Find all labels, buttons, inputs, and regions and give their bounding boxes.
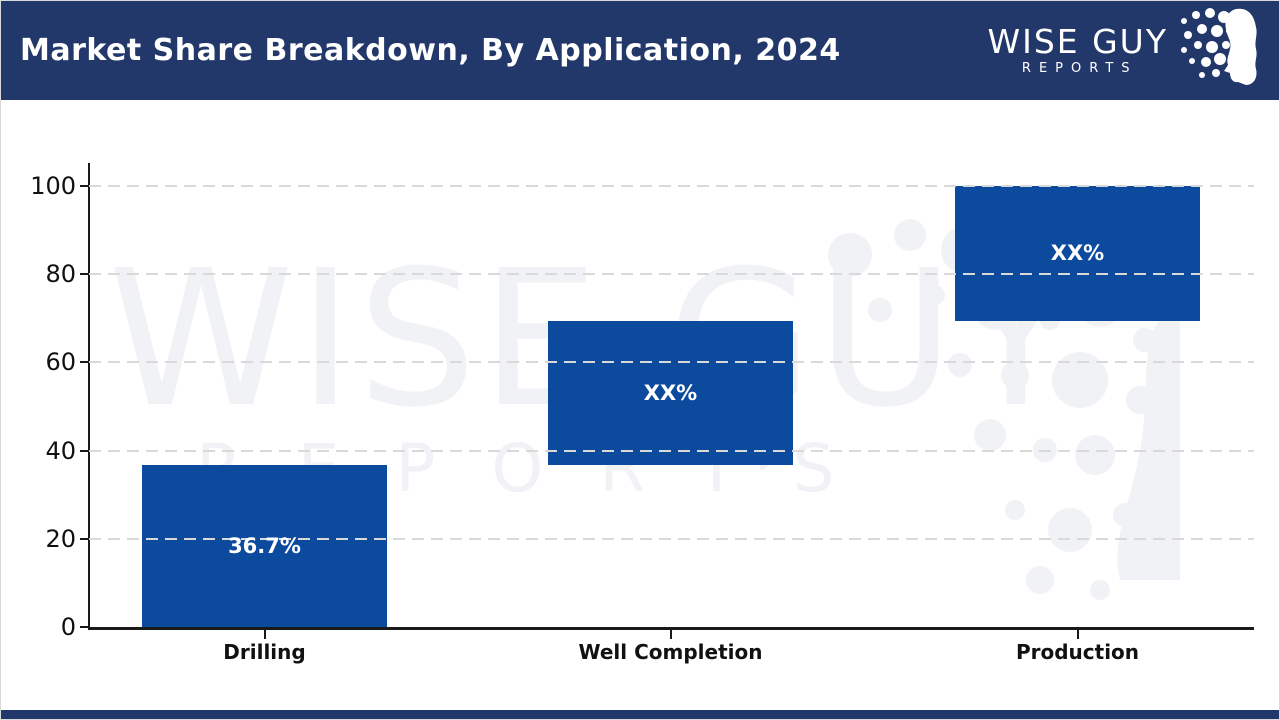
y-tick-label: 40 (45, 436, 76, 465)
y-tick (80, 273, 89, 276)
gridline (89, 273, 1254, 276)
bar-value-label: 36.7% (228, 534, 301, 559)
x-tick (669, 630, 672, 639)
logo-subtitle: REPORTS (1021, 60, 1138, 76)
page-title: Market Share Breakdown, By Application, … (20, 32, 841, 68)
header-bar: Market Share Breakdown, By Application, … (0, 0, 1280, 100)
y-tick-label: 20 (45, 524, 76, 553)
category-label: Drilling (223, 640, 306, 664)
y-tick (80, 361, 89, 364)
y-tick (80, 449, 89, 452)
gridline (89, 537, 1254, 540)
category-label: Well Completion (578, 640, 763, 664)
y-tick-label: 60 (45, 348, 76, 377)
logo-name: WISE GUY (987, 21, 1168, 61)
bar (142, 465, 387, 627)
bar-value-label: XX% (1050, 241, 1105, 266)
logo-face-icon (1181, 8, 1257, 86)
y-tick-label: 80 (45, 260, 76, 289)
gridline (89, 449, 1254, 452)
gridline (89, 361, 1254, 364)
footer-bar (0, 710, 1280, 720)
y-tick-label: 0 (60, 613, 76, 641)
bar-value-label: XX% (643, 380, 698, 405)
y-axis-line (88, 163, 90, 629)
x-tick (1076, 630, 1079, 639)
y-tick (80, 537, 89, 540)
y-tick (80, 185, 89, 187)
x-tick (263, 630, 266, 639)
bar (548, 320, 793, 466)
gridline (89, 185, 1254, 187)
x-axis-line (88, 627, 1254, 630)
y-tick (80, 626, 89, 628)
y-tick-label: 100 (30, 172, 76, 200)
logo-wordmark: WISE GUY REPORTS (987, 25, 1168, 76)
category-label: Production (1015, 640, 1140, 664)
wise-guy-logo: WISE GUY REPORTS (987, 7, 1266, 93)
